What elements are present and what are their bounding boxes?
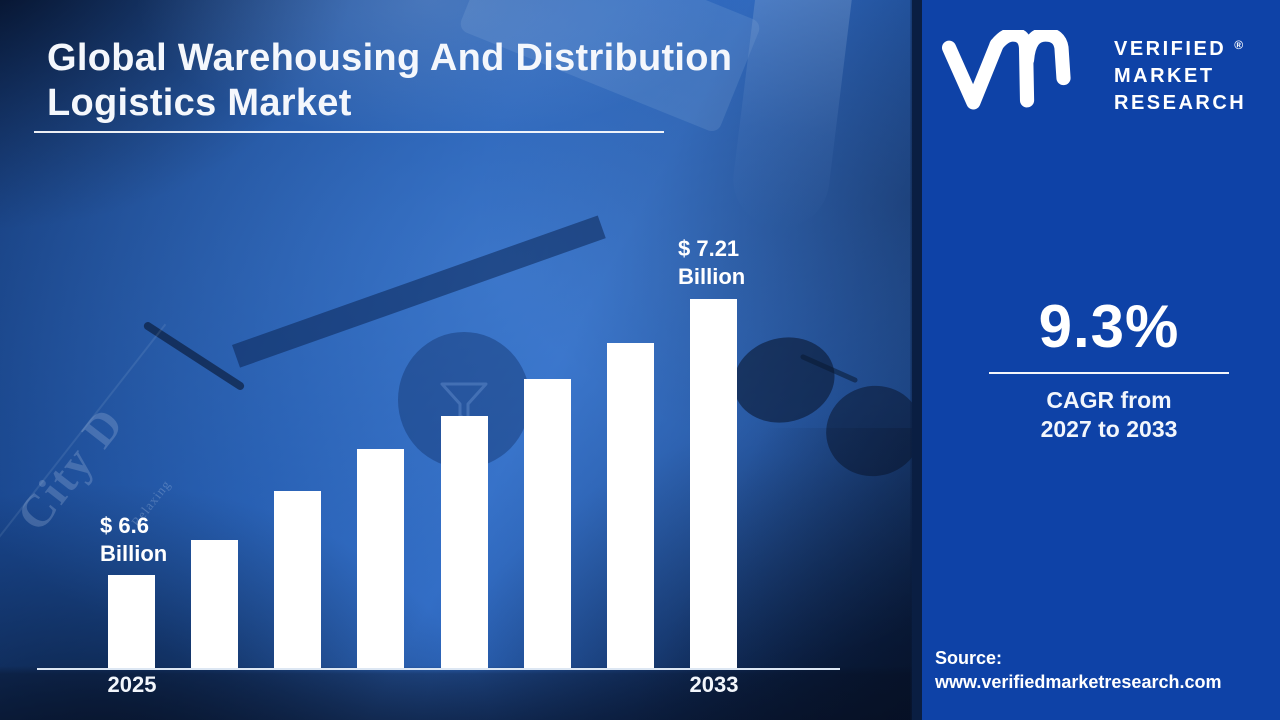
start-value-line-1: $ 6.6 (100, 513, 149, 538)
bar-year-6 (524, 379, 571, 668)
source-url-link[interactable]: www.verifiedmarketresearch.com (935, 672, 1222, 692)
page-title-line-2: Logistics Market (47, 82, 352, 124)
registered-trademark-icon: ® (1234, 38, 1244, 52)
brand-name-line-3: RESEARCH (1114, 92, 1247, 114)
bar-2025 (108, 575, 155, 668)
brand-name: VERIFIED ® MARKET RESEARCH (1114, 36, 1246, 117)
page-title-line-1: Global Warehousing And Distribution (47, 37, 733, 79)
x-axis-line (37, 668, 840, 670)
bar-year-5 (441, 416, 488, 668)
cagr-caption: CAGR from 2027 to 2033 (938, 386, 1280, 444)
end-value-line-2: Billion (678, 264, 746, 289)
end-value-line-1: $ 7.21 (678, 236, 740, 261)
bar-year-4 (357, 449, 404, 668)
end-value-annotation: $ 7.21 Billion (678, 235, 745, 291)
chart-section: City D Relaxing Global Warehousing And D… (0, 0, 912, 720)
bar-year-7 (607, 343, 654, 668)
info-panel: VERIFIED ® MARKET RESEARCH 9.3% CAGR fro… (922, 0, 1280, 720)
stat-divider-line (989, 372, 1229, 374)
vmr-monogram-icon (942, 30, 1071, 110)
brand-name-line-2: MARKET (1114, 65, 1215, 87)
x-axis-label-2033: 2033 (689, 672, 739, 697)
bar-group (108, 299, 737, 668)
cagr-stat: 9.3% CAGR from 2027 to 2033 (922, 296, 1280, 444)
bar-year-2 (191, 540, 238, 668)
cagr-value: 9.3% (1038, 293, 1180, 360)
cagr-caption-line-1: CAGR from (1046, 387, 1172, 413)
source-label: Source: (935, 648, 1003, 668)
bar-year-3 (274, 491, 321, 668)
bar-2033 (690, 299, 737, 668)
section-divider (910, 0, 922, 720)
source-attribution: Source: www.verifiedmarketresearch.com (935, 646, 1221, 694)
page-title: Global Warehousing And Distribution Logi… (47, 36, 732, 126)
x-axis-label-2025: 2025 (107, 672, 157, 697)
start-value-annotation: $ 6.6 Billion (100, 512, 167, 568)
start-value-line-2: Billion (100, 541, 168, 566)
cagr-caption-line-2: 2027 to 2033 (1040, 416, 1178, 442)
brand-logo: VERIFIED ® MARKET RESEARCH (942, 30, 1246, 117)
brand-name-line-1: VERIFIED (1114, 38, 1227, 60)
title-underline (34, 131, 664, 133)
